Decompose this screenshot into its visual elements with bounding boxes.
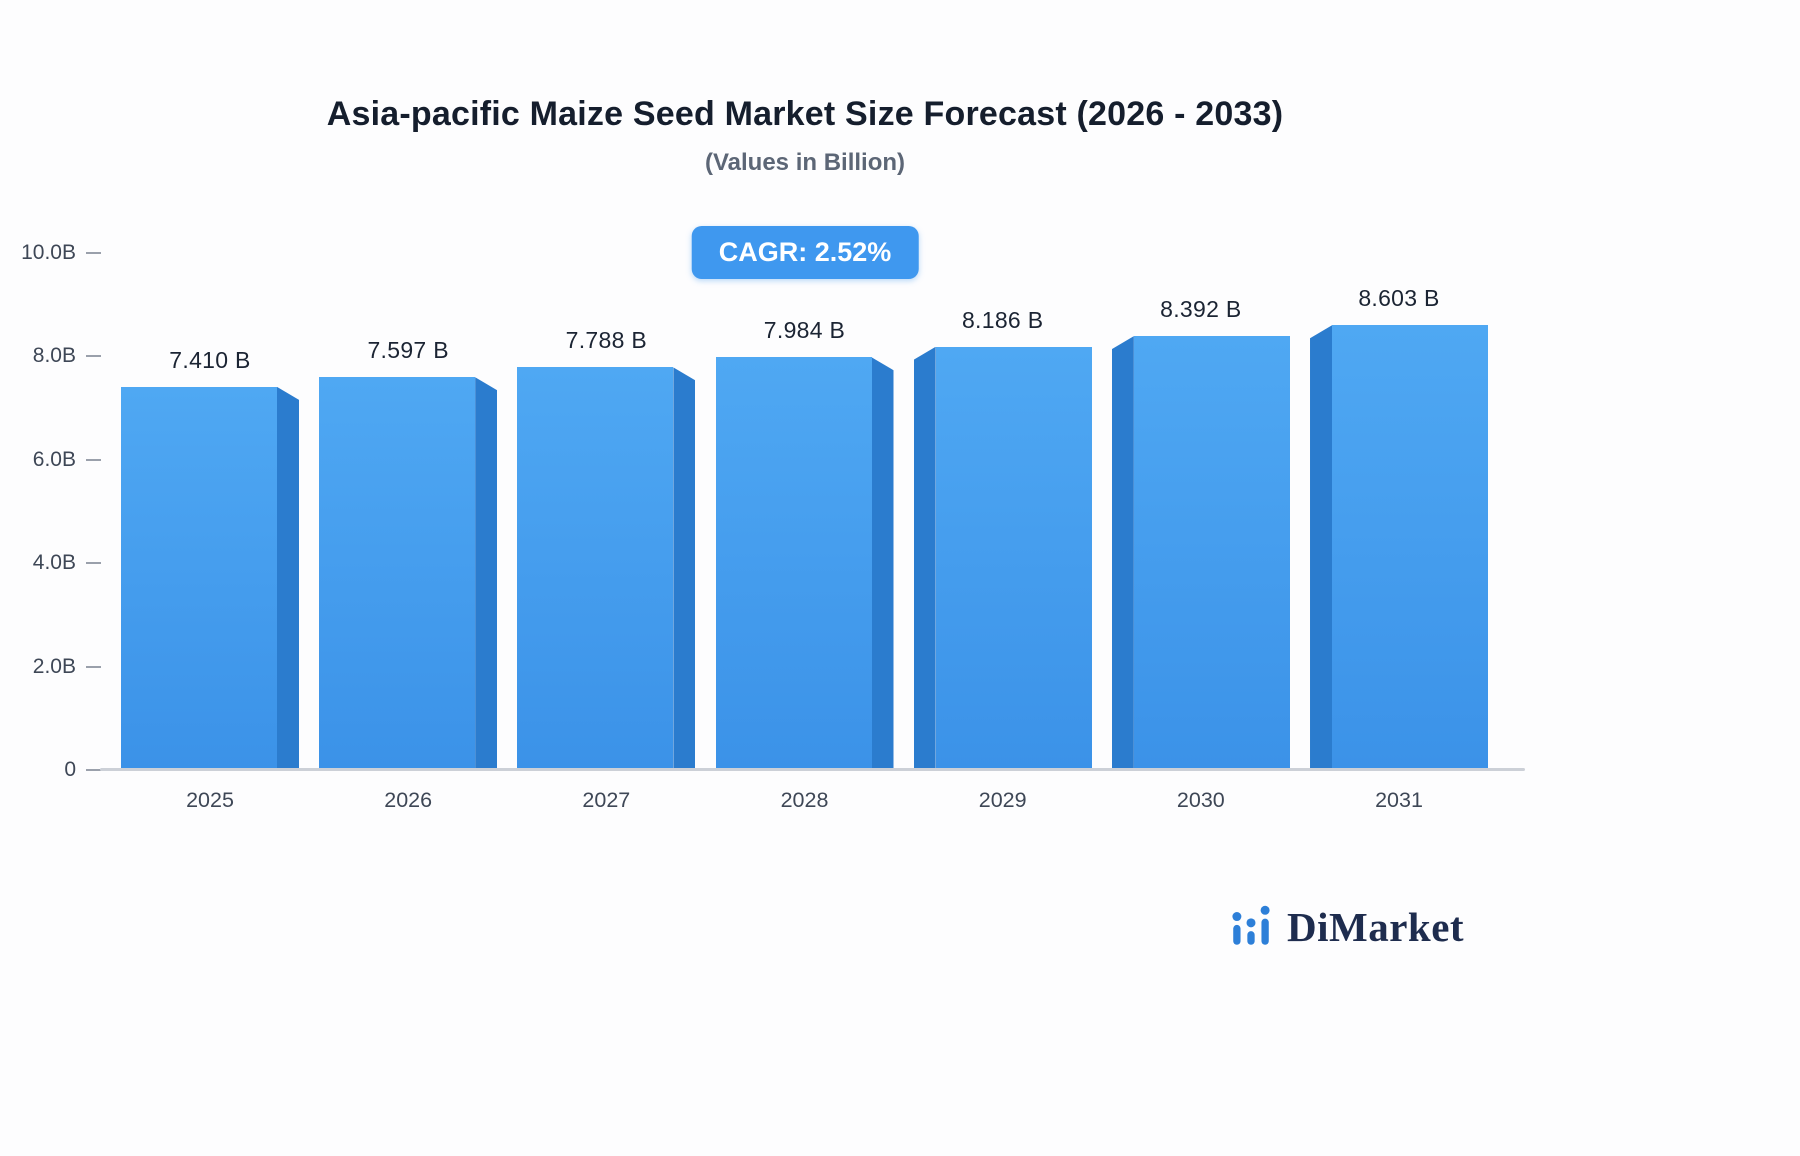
y-tick-mark (86, 562, 101, 565)
bar-value-label: 8.392 B (1160, 296, 1242, 323)
bar-2025 (121, 386, 299, 770)
bar-value-label: 8.603 B (1358, 285, 1440, 312)
bar-value-label: 8.186 B (961, 306, 1044, 333)
dimarket-logo-icon (1232, 905, 1270, 945)
bar-face (935, 346, 1092, 770)
x-tick-label: 2030 (1176, 788, 1225, 812)
y-tick-mark (86, 665, 101, 668)
bar-2027 (517, 367, 696, 770)
bar-side-shade (1310, 325, 1333, 770)
bar-side-shade (913, 346, 936, 770)
y-tick-label: 0 (64, 758, 76, 781)
bar-value-label: 7.788 B (565, 327, 648, 354)
bar-2030 (1111, 336, 1290, 770)
y-tick-label: 2.0B (32, 654, 76, 678)
dimarket-logo: DiMarket (1228, 903, 1464, 951)
bar-2028 (715, 357, 894, 770)
chart-subtitle: (Values in Billion) (704, 149, 906, 176)
y-tick-label: 4.0B (32, 551, 76, 575)
y-tick-label: 8.0B (32, 344, 76, 368)
bar-side-shade (871, 357, 894, 770)
bar-side-shade (475, 377, 498, 770)
x-tick-label: 2025 (186, 788, 234, 812)
x-axis-line (100, 768, 1525, 771)
y-tick-mark (86, 252, 101, 254)
bar-face (1332, 325, 1489, 770)
bar-face (715, 357, 872, 770)
dimarket-logo-text: DiMarket (1287, 904, 1465, 950)
bar-face (319, 377, 476, 770)
bar-value-label: 7.597 B (367, 337, 449, 364)
bar-2026 (319, 377, 498, 770)
x-tick-label: 2027 (582, 788, 631, 812)
bar-2029 (913, 346, 1092, 770)
bar-side-shade (277, 386, 299, 770)
x-tick-label: 2026 (384, 788, 433, 812)
bar-value-label: 7.984 B (763, 317, 846, 344)
bar-2031 (1310, 325, 1489, 770)
x-tick-label: 2029 (978, 788, 1027, 812)
y-tick-label: 6.0B (32, 447, 76, 471)
y-tick-mark (86, 355, 101, 358)
bar-side-shade (673, 367, 696, 770)
cagr-badge: CAGR: 2.52% (691, 226, 919, 279)
y-tick-mark (86, 458, 101, 461)
chart-title: Asia-pacific Maize Seed Market Size Fore… (326, 95, 1284, 133)
bar-face (1133, 336, 1290, 770)
bar-face (121, 386, 277, 770)
bar-face (517, 367, 674, 770)
y-tick-label: 10.0B (21, 241, 76, 264)
bar-side-shade (1111, 336, 1134, 770)
bar-value-label: 7.410 B (169, 346, 251, 373)
x-tick-label: 2028 (780, 788, 829, 812)
y-tick-mark (86, 769, 101, 771)
x-tick-label: 2031 (1375, 788, 1423, 812)
